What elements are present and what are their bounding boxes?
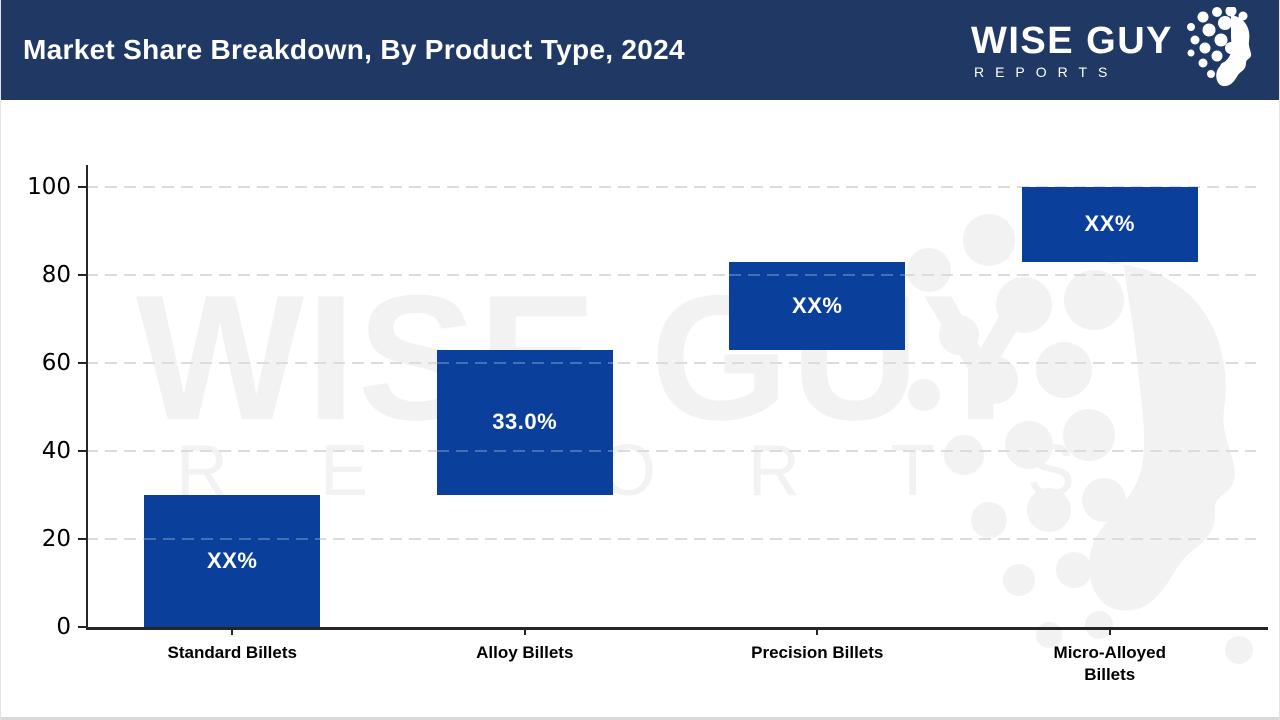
y-tick-label: 40 xyxy=(41,438,71,464)
bar-value-label: 33.0% xyxy=(492,409,558,435)
y-tick-label: 20 xyxy=(41,526,71,552)
bar-segment: XX% xyxy=(144,495,321,627)
bar-inner-gridline xyxy=(436,449,613,452)
x-axis-line xyxy=(86,627,1268,630)
x-tick-mark xyxy=(1108,627,1111,635)
category-label: Precision Billets xyxy=(751,643,884,662)
bar-segment: 33.0% xyxy=(436,349,613,495)
logo-face-icon xyxy=(1187,7,1252,87)
x-tick-mark xyxy=(816,627,819,635)
y-tick-label: 80 xyxy=(41,262,71,288)
gridline xyxy=(86,186,1256,188)
logo-reports-text: REPORTS xyxy=(973,63,1119,80)
logo-text: WISE GUY REPORTS xyxy=(971,22,1173,79)
y-tick-mark xyxy=(78,186,86,188)
y-axis-line xyxy=(86,165,88,629)
y-tick-mark xyxy=(78,538,86,540)
category-label: Alloy Billets xyxy=(476,643,574,662)
bar-value-label: XX% xyxy=(207,548,258,573)
bar-value-label: XX% xyxy=(1084,211,1135,237)
y-tick-label: 0 xyxy=(56,614,71,640)
gridline xyxy=(86,362,1256,364)
category-label: Standard Billets xyxy=(167,643,297,662)
gridline xyxy=(86,538,1256,540)
y-tick-mark xyxy=(78,362,86,364)
x-tick-mark xyxy=(231,627,234,635)
bar-inner-gridline xyxy=(436,361,613,364)
y-tick-mark xyxy=(78,626,86,628)
bar-inner-gridline xyxy=(729,273,906,276)
y-tick-mark xyxy=(78,274,86,276)
y-tick-label: 60 xyxy=(41,350,71,376)
chart-area: WISE GUY REPORTS 0 20 40 60 80 100 XX% Standard… xyxy=(1,100,1279,720)
bar-segment: XX% xyxy=(729,261,906,350)
chart-title: Market Share Breakdown, By Product Type,… xyxy=(23,34,685,65)
bar-inner-gridline xyxy=(144,538,321,540)
gridline xyxy=(86,450,1256,452)
x-tick-mark xyxy=(523,627,526,635)
gridline xyxy=(86,274,1256,276)
y-tick-label: 100 xyxy=(27,174,71,200)
wiseguy-logo: WISE GUY REPORTS xyxy=(971,7,1253,93)
category-label: Micro-Alloyed Billets xyxy=(1053,643,1166,685)
header: Market Share Breakdown, By Product Type,… xyxy=(1,0,1279,100)
y-tick-mark xyxy=(78,450,86,452)
plot: 0 20 40 60 80 100 XX% Standard Billets 33.0% Allo… xyxy=(1,100,1279,717)
watermark-reports: REPORTS xyxy=(176,431,1167,511)
bar-segment: XX% xyxy=(1021,187,1198,262)
logo-wiseguy-text: WISE GUY xyxy=(970,19,1173,62)
bar-value-label: XX% xyxy=(792,292,843,318)
watermark-face-dots xyxy=(907,210,1253,664)
